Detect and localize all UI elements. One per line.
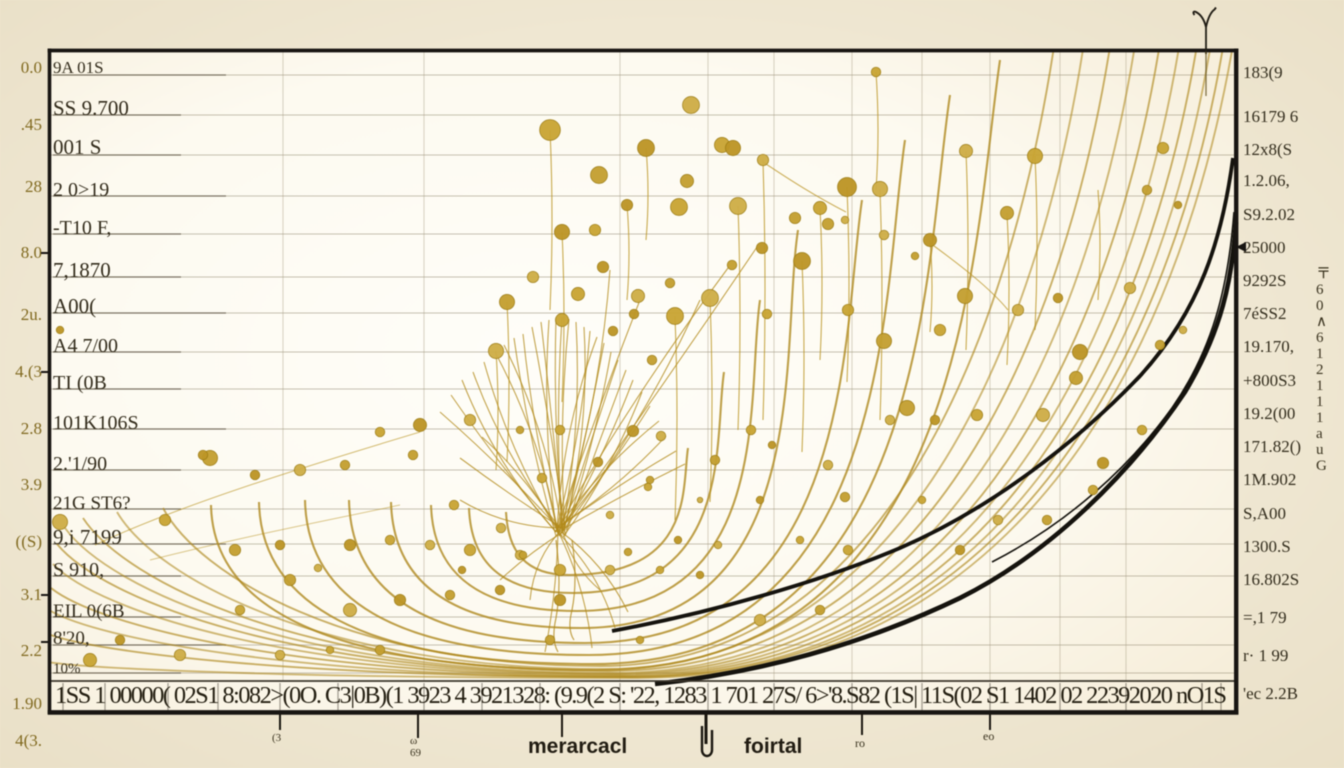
svg-text:S,A00: S,A00: [1243, 504, 1286, 523]
svg-text:1: 1: [1316, 378, 1324, 394]
svg-text:69: 69: [410, 747, 422, 759]
svg-text:2: 2: [1316, 362, 1324, 378]
svg-text:((S): ((S): [16, 532, 42, 551]
svg-text:12x8(S: 12x8(S: [1243, 140, 1292, 159]
svg-text:1300.S: 1300.S: [1243, 537, 1291, 556]
svg-text:2.8: 2.8: [21, 419, 42, 438]
svg-text:-T10 F,: -T10 F,: [53, 217, 111, 239]
svg-text:7éSS2: 7éSS2: [1243, 304, 1286, 323]
svg-text:2.'1/90: 2.'1/90: [53, 453, 107, 475]
svg-text:16.802S: 16.802S: [1243, 570, 1299, 589]
svg-text:10%: 10%: [53, 661, 81, 677]
svg-text:2.2: 2.2: [21, 641, 42, 660]
svg-text:8.0: 8.0: [21, 243, 42, 262]
svg-text:0.0: 0.0: [21, 58, 42, 77]
svg-text:1SS 1 00000( 02S1 8:082>(0O. C: 1SS 1 00000( 02S1 8:082>(0O. C3|0B)(1 39…: [55, 682, 1227, 709]
svg-text:foirtal: foirtal: [744, 735, 802, 758]
svg-text:ω: ω: [410, 735, 417, 747]
svg-text:3.1: 3.1: [21, 585, 42, 604]
svg-text:0: 0: [1316, 298, 1324, 314]
svg-text:1M.902: 1M.902: [1243, 470, 1296, 489]
svg-text:eo: eo: [983, 729, 994, 743]
svg-text:21G ST6?: 21G ST6?: [53, 493, 131, 514]
svg-text:∧: ∧: [1316, 314, 1327, 330]
svg-text:SS 9.700: SS 9.700: [53, 96, 129, 120]
svg-text:1: 1: [1316, 346, 1324, 362]
svg-text:9A 01S: 9A 01S: [53, 58, 104, 77]
svg-text:1: 1: [1316, 394, 1324, 410]
svg-text:2u.: 2u.: [21, 305, 42, 324]
svg-text:4.(3: 4.(3: [15, 362, 42, 381]
svg-text:.45: .45: [21, 115, 42, 134]
svg-text:〒: 〒: [1316, 266, 1331, 282]
svg-text:171.82(): 171.82(): [1243, 437, 1301, 456]
svg-text:S9.2.02: S9.2.02: [1243, 205, 1295, 224]
svg-text:r· 1 99: r· 1 99: [1243, 646, 1288, 665]
svg-text:=,1 79: =,1 79: [1243, 608, 1287, 627]
svg-text:1.90: 1.90: [12, 694, 42, 713]
svg-text:25000: 25000: [1243, 238, 1286, 257]
svg-text:2 0>19: 2 0>19: [53, 179, 109, 201]
svg-text:EIL 0(6B: EIL 0(6B: [53, 601, 125, 622]
svg-text:(3: (3: [272, 732, 282, 744]
svg-text:G: G: [1316, 458, 1327, 474]
svg-text:19.170,: 19.170,: [1243, 337, 1294, 356]
svg-text:183(9: 183(9: [1243, 63, 1283, 82]
svg-text:+800S3: +800S3: [1243, 371, 1296, 390]
svg-text:a: a: [1316, 426, 1323, 442]
svg-text:101K106S: 101K106S: [53, 412, 139, 434]
svg-text:ro: ro: [855, 736, 865, 750]
svg-text:S 910,: S 910,: [53, 559, 104, 581]
svg-text:1.2.06,: 1.2.06,: [1243, 171, 1290, 190]
svg-text:TI (0B: TI (0B: [53, 372, 107, 394]
svg-text:8'20,: 8'20,: [53, 628, 90, 649]
svg-text:6: 6: [1316, 282, 1324, 298]
svg-text:7,1870: 7,1870: [53, 258, 111, 282]
svg-text:4(3.: 4(3.: [15, 731, 42, 750]
svg-text:19.2(00: 19.2(00: [1243, 404, 1295, 423]
svg-text:A00(: A00(: [53, 294, 96, 318]
svg-text:9,i 7199: 9,i 7199: [53, 525, 122, 549]
svg-text:28: 28: [25, 177, 42, 196]
svg-text:3.9: 3.9: [21, 475, 42, 494]
svg-text:A4 7/00: A4 7/00: [53, 335, 118, 357]
svg-text:merarcacl: merarcacl: [528, 735, 627, 758]
svg-text:1: 1: [1316, 410, 1324, 426]
svg-text:001 S: 001 S: [53, 135, 101, 159]
svg-text:'ec 2.2B: 'ec 2.2B: [1243, 684, 1298, 703]
svg-text:u: u: [1316, 442, 1324, 458]
svg-text:9292S: 9292S: [1243, 271, 1286, 290]
svg-text:6: 6: [1316, 330, 1324, 346]
svg-text:16179 6: 16179 6: [1243, 107, 1298, 126]
